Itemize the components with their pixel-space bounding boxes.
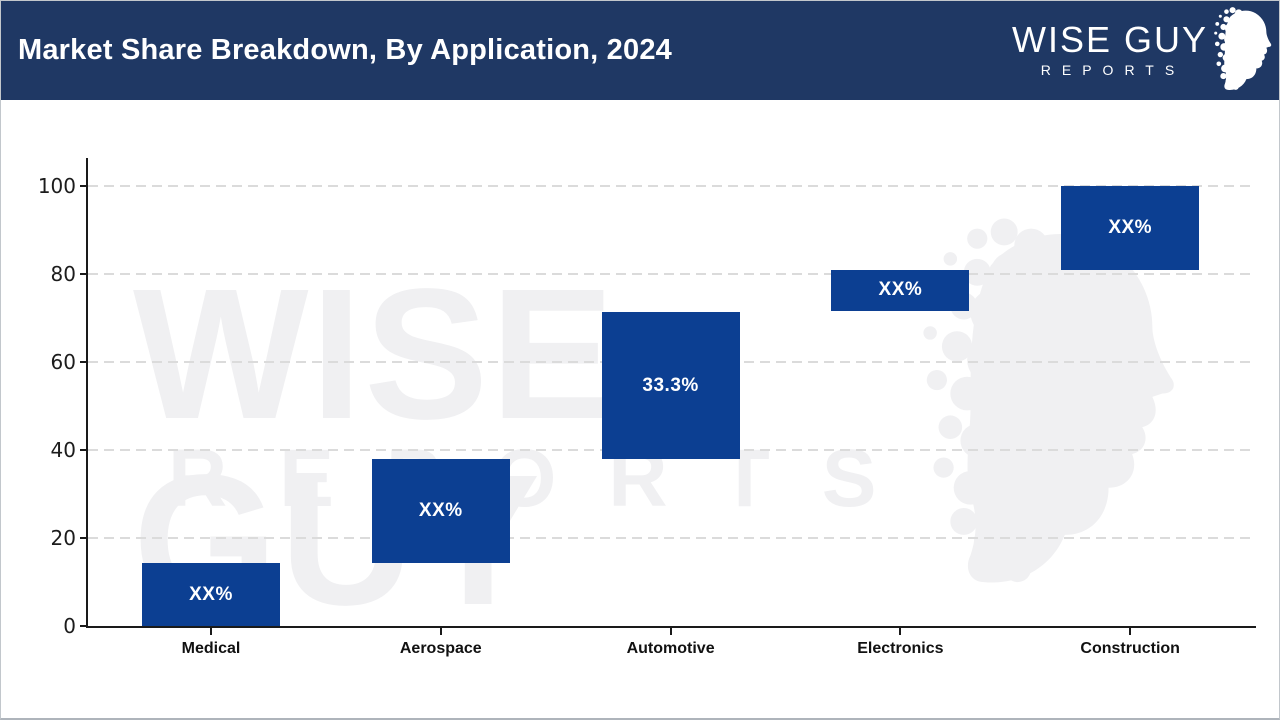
y-tick-label: 80 — [50, 262, 76, 286]
bar-automotive: 33.3% — [601, 312, 740, 459]
bar-value-label: XX% — [878, 279, 923, 301]
y-tick-mark — [80, 537, 87, 539]
x-tick-label: Aerospace — [399, 640, 482, 657]
y-tick-mark — [80, 361, 87, 363]
x-tick-mark — [669, 628, 672, 635]
bar-medical: XX% — [142, 563, 280, 626]
x-tick-label: Construction — [1080, 640, 1180, 657]
y-tick-mark — [80, 449, 87, 451]
x-tick-label: Automotive — [626, 640, 715, 657]
bar-value-label: XX% — [189, 583, 233, 605]
y-tick-label: 40 — [50, 438, 76, 462]
bar-value-label: XX% — [418, 499, 463, 521]
y-tick-mark — [80, 273, 87, 275]
bar-value-label: 33.3% — [642, 374, 699, 396]
bar-value-label: XX% — [1108, 216, 1153, 238]
x-tick-label: Electronics — [857, 640, 944, 657]
gridline — [88, 273, 1256, 275]
page-title: Market Share Breakdown, By Application, … — [18, 33, 672, 66]
logo-wiseguy-label: WISE GUY — [1011, 19, 1208, 60]
header-bar: Market Share Breakdown, By Application, … — [0, 0, 1280, 100]
gridline — [88, 185, 1256, 187]
x-axis — [86, 626, 1256, 628]
y-tick-label: 20 — [50, 526, 76, 550]
y-tick-label: 60 — [50, 350, 76, 374]
y-axis — [86, 158, 88, 628]
x-tick-mark — [1129, 628, 1132, 635]
wiseguy-logo-text: WISE GUY REPORTS — [1011, 19, 1208, 79]
y-tick-label: 0 — [63, 614, 76, 638]
y-tick-mark — [80, 185, 87, 187]
x-tick-mark — [439, 628, 442, 635]
bar-electronics: XX% — [831, 269, 970, 311]
x-tick-mark — [899, 628, 902, 635]
wiseguy-logo: WISE GUY REPORTS — [1012, 7, 1280, 93]
y-tick-label: 100 — [37, 174, 76, 198]
x-tick-mark — [210, 628, 212, 635]
x-tick-label: Medical — [181, 640, 241, 657]
logo-reports-label: REPORTS — [1040, 62, 1186, 78]
bar-construction: XX% — [1061, 186, 1200, 270]
y-tick-mark — [80, 625, 87, 627]
bar-aerospace: XX% — [371, 458, 510, 564]
gridline — [88, 537, 1256, 539]
